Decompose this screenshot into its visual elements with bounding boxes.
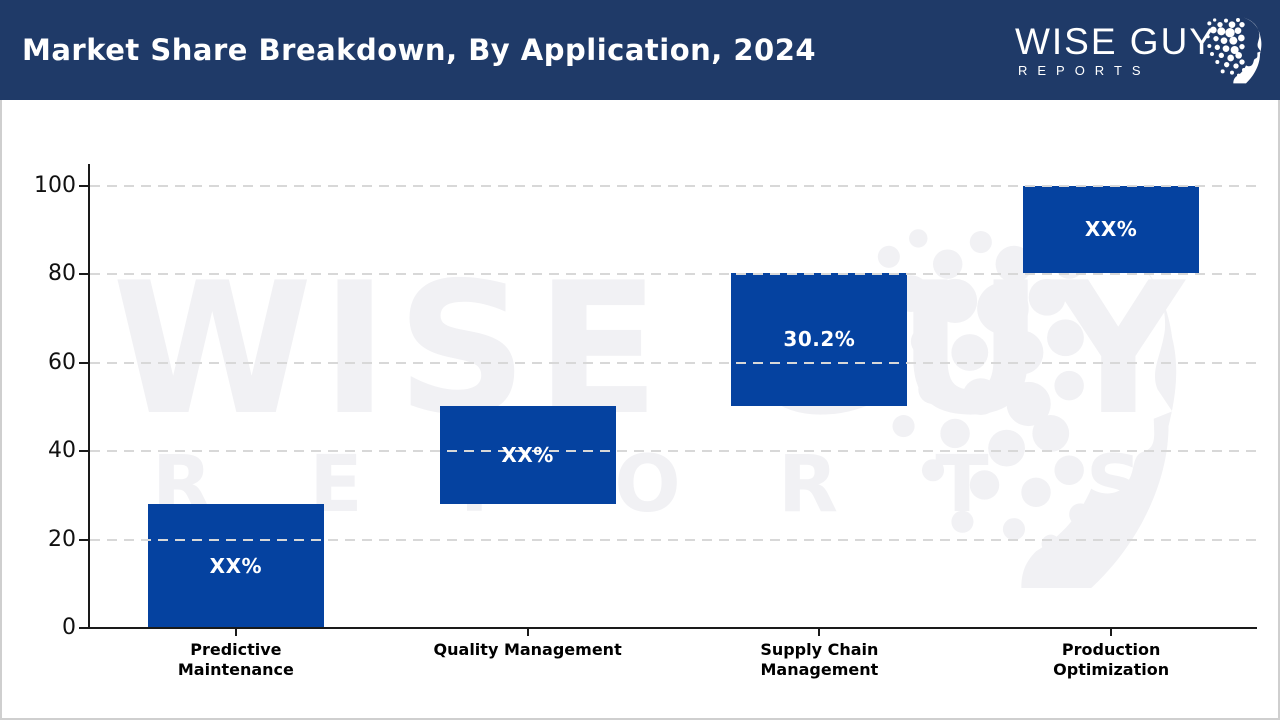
header: Market Share Breakdown, By Application, … [0,0,1280,100]
logo-subtitle: REPORTS [1017,63,1151,78]
gridline-40 [90,450,1257,453]
x-tick-label-line: Maintenance [177,660,294,679]
x-tick-label-line: Supply Chain [760,640,879,659]
x-tick-label: Quality Management [388,640,668,660]
x-tick-label-line: Production [1061,640,1161,659]
watermark-letter: R [777,440,839,530]
brand-logo: WISE GUY REPORTS [1015,8,1264,92]
page-title: Market Share Breakdown, By Application, … [22,33,817,67]
y-tick-label: 60 [48,349,76,375]
chart-area: WISE GUY REPORTS 020406080100XX%Predicti… [0,100,1280,720]
x-tick [818,628,821,636]
x-tick-label-line: Quality Management [433,640,622,659]
logo-face-icon [1206,17,1262,84]
x-tick-label-line: Predictive [190,640,282,659]
bar-segment [147,504,324,628]
y-tick [79,273,88,276]
y-tick-label: 40 [48,438,76,464]
x-tick-label-line: Optimization [1053,660,1170,679]
gridline-20 [90,538,1257,541]
y-tick [79,627,88,629]
x-tick-label: Production Optimization [971,640,1251,680]
y-tick [79,361,88,364]
y-tick-label: 80 [48,261,76,287]
y-tick [79,450,88,453]
y-tick [79,185,88,188]
bar-segment [731,272,908,407]
bar-value-label: XX% [501,443,554,468]
logo-wordmark: WISE GUY [1014,21,1216,62]
bar-value-label: XX% [1084,217,1138,242]
bar-chart: 0 20 40 60 80 100 XX% Predictive Maintenance XX% Q… [34,164,1257,679]
bar-value-label: XX% [209,554,263,579]
x-axis [87,627,1257,629]
x-tick [234,628,237,636]
gridline-80 [90,273,1257,276]
y-tick-label: 0 [62,615,76,640]
x-tick-label: Supply Chain Management [679,640,959,680]
bar-segment [1023,186,1200,273]
y-tick-label: 100 [34,173,76,199]
x-tick-label-line: Management [760,660,879,679]
x-tick-label: Predictive Maintenance [96,640,376,680]
x-tick [1110,628,1113,636]
y-axis [88,164,90,629]
y-tick-label: 20 [48,526,76,552]
bar-segment [439,406,616,505]
x-tick [526,628,529,636]
gridline-60 [90,361,1257,364]
watermark-letter: O [614,440,681,530]
y-tick [79,538,88,541]
gridline-100 [90,185,1257,188]
bar-value-label: 30.2% [783,327,856,352]
